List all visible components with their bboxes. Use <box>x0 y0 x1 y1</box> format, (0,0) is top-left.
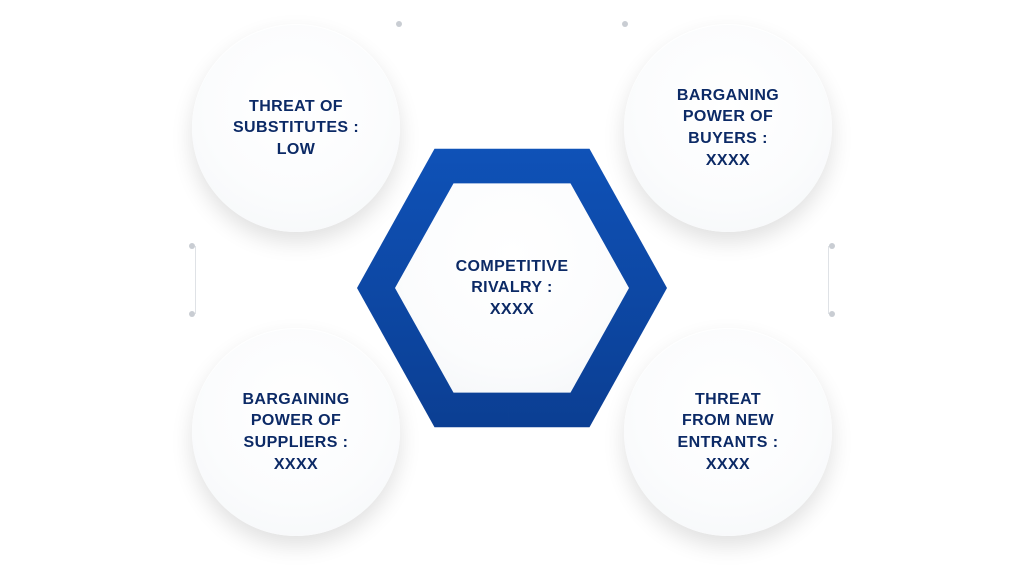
node-top-right: BARGANING POWER OF BUYERS : XXXX <box>624 24 832 232</box>
center-label: COMPETITIVE RIVALRY : XXXX <box>456 256 569 321</box>
connector-line-left <box>195 246 196 314</box>
node-top-right-label: BARGANING POWER OF BUYERS : XXXX <box>659 85 797 171</box>
diagram-stage: COMPETITIVE RIVALRY : XXXX THREAT OF SUB… <box>0 0 1024 576</box>
node-bottom-left: BARGAINING POWER OF SUPPLIERS : XXXX <box>192 328 400 536</box>
node-bottom-left-label: BARGAINING POWER OF SUPPLIERS : XXXX <box>224 389 367 475</box>
connector-dot <box>189 311 195 317</box>
connector-dot <box>622 21 628 27</box>
connector-dot <box>189 243 195 249</box>
node-bottom-right: THREAT FROM NEW ENTRANTS : XXXX <box>624 328 832 536</box>
node-bottom-right-label: THREAT FROM NEW ENTRANTS : XXXX <box>660 389 797 475</box>
node-top-left: THREAT OF SUBSTITUTES : LOW <box>192 24 400 232</box>
connector-dot <box>829 311 835 317</box>
connector-dot <box>396 21 402 27</box>
node-top-left-label: THREAT OF SUBSTITUTES : LOW <box>215 96 377 161</box>
connector-dot <box>829 243 835 249</box>
connector-line-right <box>828 246 829 314</box>
